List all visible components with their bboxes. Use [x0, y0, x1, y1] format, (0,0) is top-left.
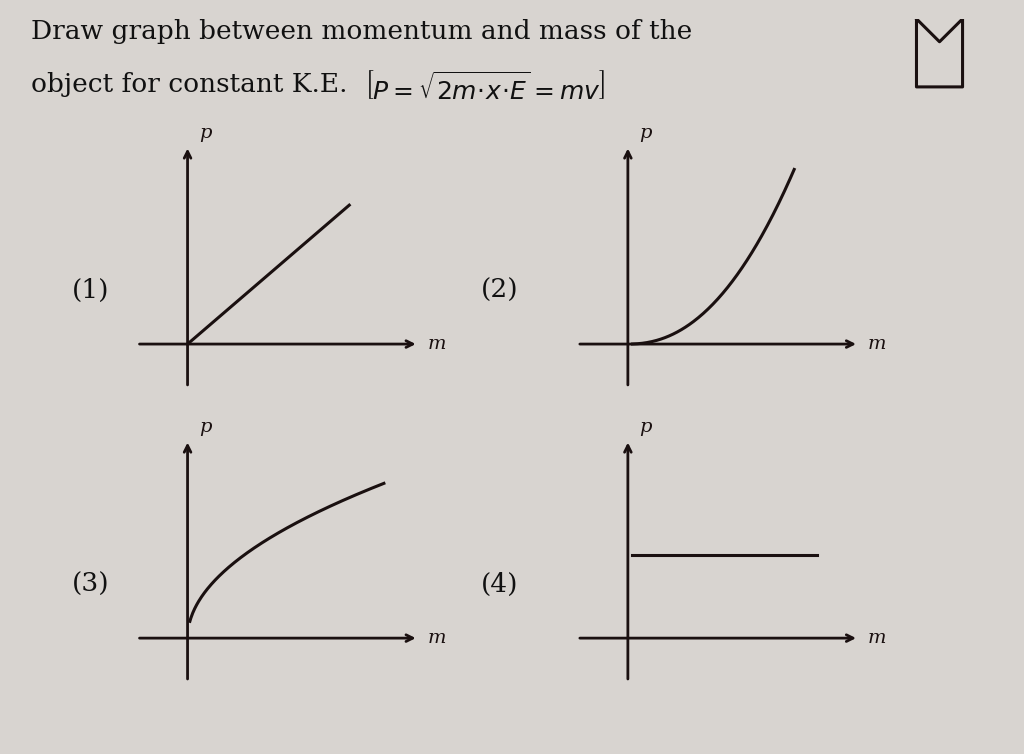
Text: m: m	[868, 629, 887, 647]
Text: (3): (3)	[72, 572, 110, 597]
Text: (4): (4)	[481, 572, 519, 597]
Text: m: m	[868, 335, 887, 353]
Text: p: p	[199, 418, 212, 436]
Text: $\left[P = \sqrt{2m\!\cdot\!x\!\cdot\!E} = mv\right]$: $\left[P = \sqrt{2m\!\cdot\!x\!\cdot\!E}…	[364, 72, 605, 105]
Text: p: p	[639, 418, 652, 436]
Text: m: m	[428, 335, 446, 353]
Text: (2): (2)	[481, 277, 519, 303]
Text: m: m	[428, 629, 446, 647]
Text: object for constant K.E.: object for constant K.E.	[31, 72, 355, 97]
Text: p: p	[199, 124, 212, 142]
Text: p: p	[639, 124, 652, 142]
Text: (1): (1)	[72, 277, 110, 303]
Text: Draw graph between momentum and mass of the: Draw graph between momentum and mass of …	[31, 19, 692, 44]
